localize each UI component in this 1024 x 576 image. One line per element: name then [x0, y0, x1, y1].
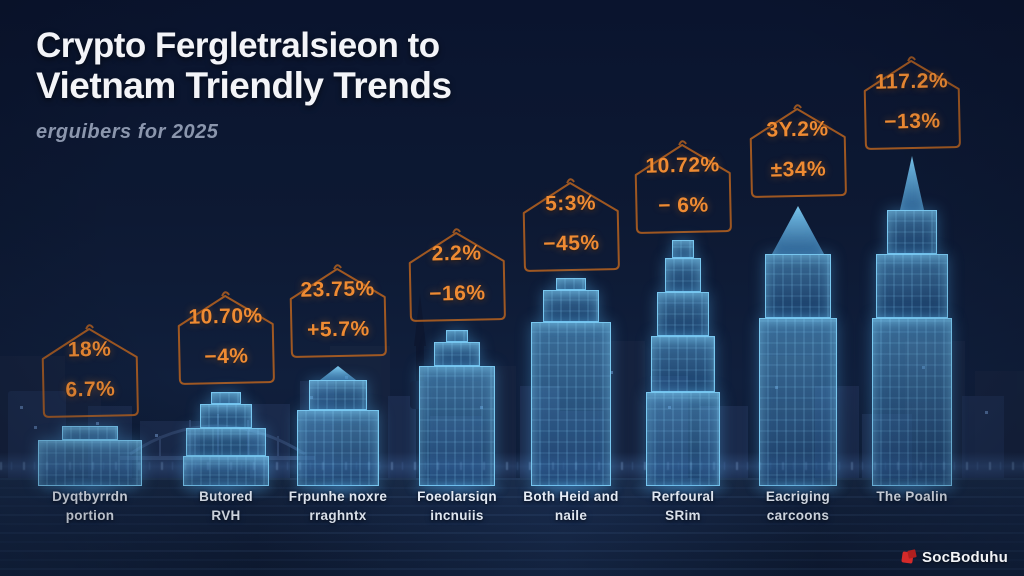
tower-segment — [900, 156, 924, 210]
tower-segment — [665, 258, 701, 292]
percent-primary: 3Y.2% — [766, 117, 829, 142]
brand-name: SocBoduhu — [922, 549, 1008, 566]
brand-footer: SocBoduhu — [902, 549, 1008, 566]
tower-segment — [556, 278, 586, 290]
percent-secondary: −4% — [204, 344, 249, 369]
house-outline-icon — [522, 178, 620, 272]
house-outline-icon — [289, 264, 387, 358]
trend-column-6: 10.72% − 6% Rerfoural SRim — [623, 0, 743, 576]
trend-column-1: 18% 6.7% Dyqtbyrrdn portion — [30, 0, 150, 576]
percent-primary: 23.75% — [300, 277, 375, 302]
house-outline-icon — [863, 56, 961, 150]
percent-callout-3: 23.75% +5.7% — [282, 259, 394, 361]
house-outline-icon — [749, 104, 847, 198]
tower-segment — [62, 426, 118, 440]
building-tower-1 — [30, 424, 150, 486]
page-title-line1: Crypto Fergletralsieon to — [36, 26, 440, 65]
tower-segment — [876, 254, 948, 318]
percent-secondary: − 6% — [657, 193, 709, 218]
trend-column-3: 23.75% +5.7% Frpunhe noxre rraghntx — [278, 0, 398, 576]
house-outline-icon — [408, 228, 506, 322]
percent-secondary: +5.7% — [306, 317, 370, 342]
column-label-1: Dyqtbyrrdn portion — [52, 489, 128, 523]
tower-segment — [297, 410, 379, 486]
column-label-4: Foeolarsiqn incnuiis — [417, 489, 497, 523]
percent-primary: 10.72% — [645, 153, 720, 178]
tower-segment — [434, 342, 480, 366]
column-label-6: Rerfoural SRim — [651, 489, 715, 523]
tower-segment — [446, 330, 468, 342]
trend-column-7: 3Y.2% ±34% Eacriging carcoons — [738, 0, 858, 576]
tower-segment — [765, 254, 831, 318]
building-tower-6 — [623, 240, 743, 486]
tower-segment — [887, 210, 937, 254]
column-label-8: The Poalin — [876, 489, 948, 504]
trend-column-2: 10.70% −4% Butored RVH — [166, 0, 286, 576]
tower-segment — [531, 322, 611, 486]
tower-segment — [211, 392, 241, 404]
header: Crypto Fergletralsieon to Vietnam Triend… — [36, 26, 452, 144]
tower-segment — [38, 440, 142, 486]
tower-segment — [309, 380, 367, 410]
percent-callout-5: 5:3% −45% — [515, 173, 627, 275]
water-surface — [0, 478, 1024, 576]
building-tower-4 — [397, 328, 517, 486]
column-label-5: Both Heid and naile — [523, 489, 619, 523]
tower-segment — [200, 404, 252, 428]
building-tower-5 — [511, 278, 631, 486]
percent-callout-1: 18% 6.7% — [34, 319, 146, 421]
trend-column-5: 5:3% −45% Both Heid and naile — [511, 0, 631, 576]
tower-segment — [419, 366, 495, 486]
house-outline-icon — [41, 324, 139, 418]
building-tower-7 — [738, 204, 858, 486]
percent-secondary: −45% — [543, 231, 600, 256]
house-outline-icon — [634, 140, 732, 234]
trend-column-8: 117.2% −13% The Poalin — [852, 0, 972, 576]
brand-logo-icon — [902, 550, 917, 565]
percent-callout-2: 10.70% −4% — [170, 286, 282, 388]
tower-segment — [672, 240, 694, 258]
tower-segment — [646, 392, 720, 486]
page-title-line2: Vietnam Triendly Trends — [36, 65, 452, 107]
percent-callout-7: 3Y.2% ±34% — [742, 99, 854, 201]
percent-primary: 117.2% — [874, 69, 949, 94]
percent-primary: 5:3% — [544, 191, 597, 216]
tower-segment — [772, 206, 824, 254]
percent-secondary: ±34% — [770, 157, 827, 182]
house-outline-icon — [177, 291, 275, 385]
percent-primary: 2.2% — [431, 241, 482, 266]
percent-callout-4: 2.2% −16% — [401, 223, 513, 325]
building-tower-8 — [852, 156, 972, 486]
percent-secondary: −16% — [429, 281, 486, 306]
percent-secondary: −13% — [884, 109, 941, 134]
building-tower-2 — [166, 391, 286, 486]
percent-callout-6: 10.72% − 6% — [627, 135, 739, 237]
column-label-2: Butored RVH — [199, 489, 253, 523]
building-tower-3 — [278, 364, 398, 486]
tower-segment — [759, 318, 837, 486]
tower-segment — [657, 292, 709, 336]
percent-callout-8: 117.2% −13% — [856, 51, 968, 153]
tower-segment — [651, 336, 715, 392]
percent-primary: 10.70% — [188, 304, 263, 329]
tower-segment — [872, 318, 952, 486]
tower-segment — [183, 456, 269, 486]
column-label-3: Frpunhe noxre rraghntx — [288, 489, 388, 523]
column-label-7: Eacriging carcoons — [765, 489, 831, 523]
trend-column-4: 2.2% −16% Foeolarsiqn incnuiis — [397, 0, 517, 576]
page-subtitle: erguibers for 2025 — [36, 120, 219, 143]
tower-segment — [320, 366, 356, 380]
tower-segment — [186, 428, 266, 456]
percent-primary: 18% — [67, 337, 112, 362]
percent-secondary: 6.7% — [65, 377, 116, 402]
tower-segment — [543, 290, 599, 322]
